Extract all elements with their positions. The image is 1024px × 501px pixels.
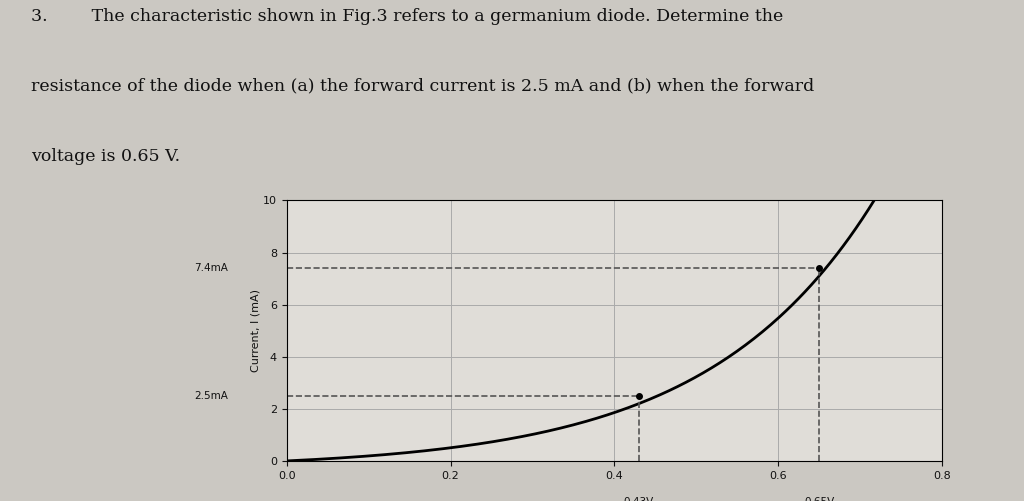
Text: 3.        The characteristic shown in Fig.3 refers to a germanium diode. Determi: 3. The characteristic shown in Fig.3 ref… bbox=[31, 8, 783, 25]
Text: 7.4mA: 7.4mA bbox=[194, 263, 227, 273]
Text: resistance of the diode when (a) the forward current is 2.5 mA and (b) when the : resistance of the diode when (a) the for… bbox=[31, 78, 814, 95]
Text: voltage is 0.65 V.: voltage is 0.65 V. bbox=[31, 148, 180, 165]
Y-axis label: Current, I (mA): Current, I (mA) bbox=[250, 289, 260, 372]
Text: 0.65V: 0.65V bbox=[804, 497, 835, 501]
Text: 2.5mA: 2.5mA bbox=[194, 391, 227, 401]
Text: 0.43V: 0.43V bbox=[624, 497, 654, 501]
